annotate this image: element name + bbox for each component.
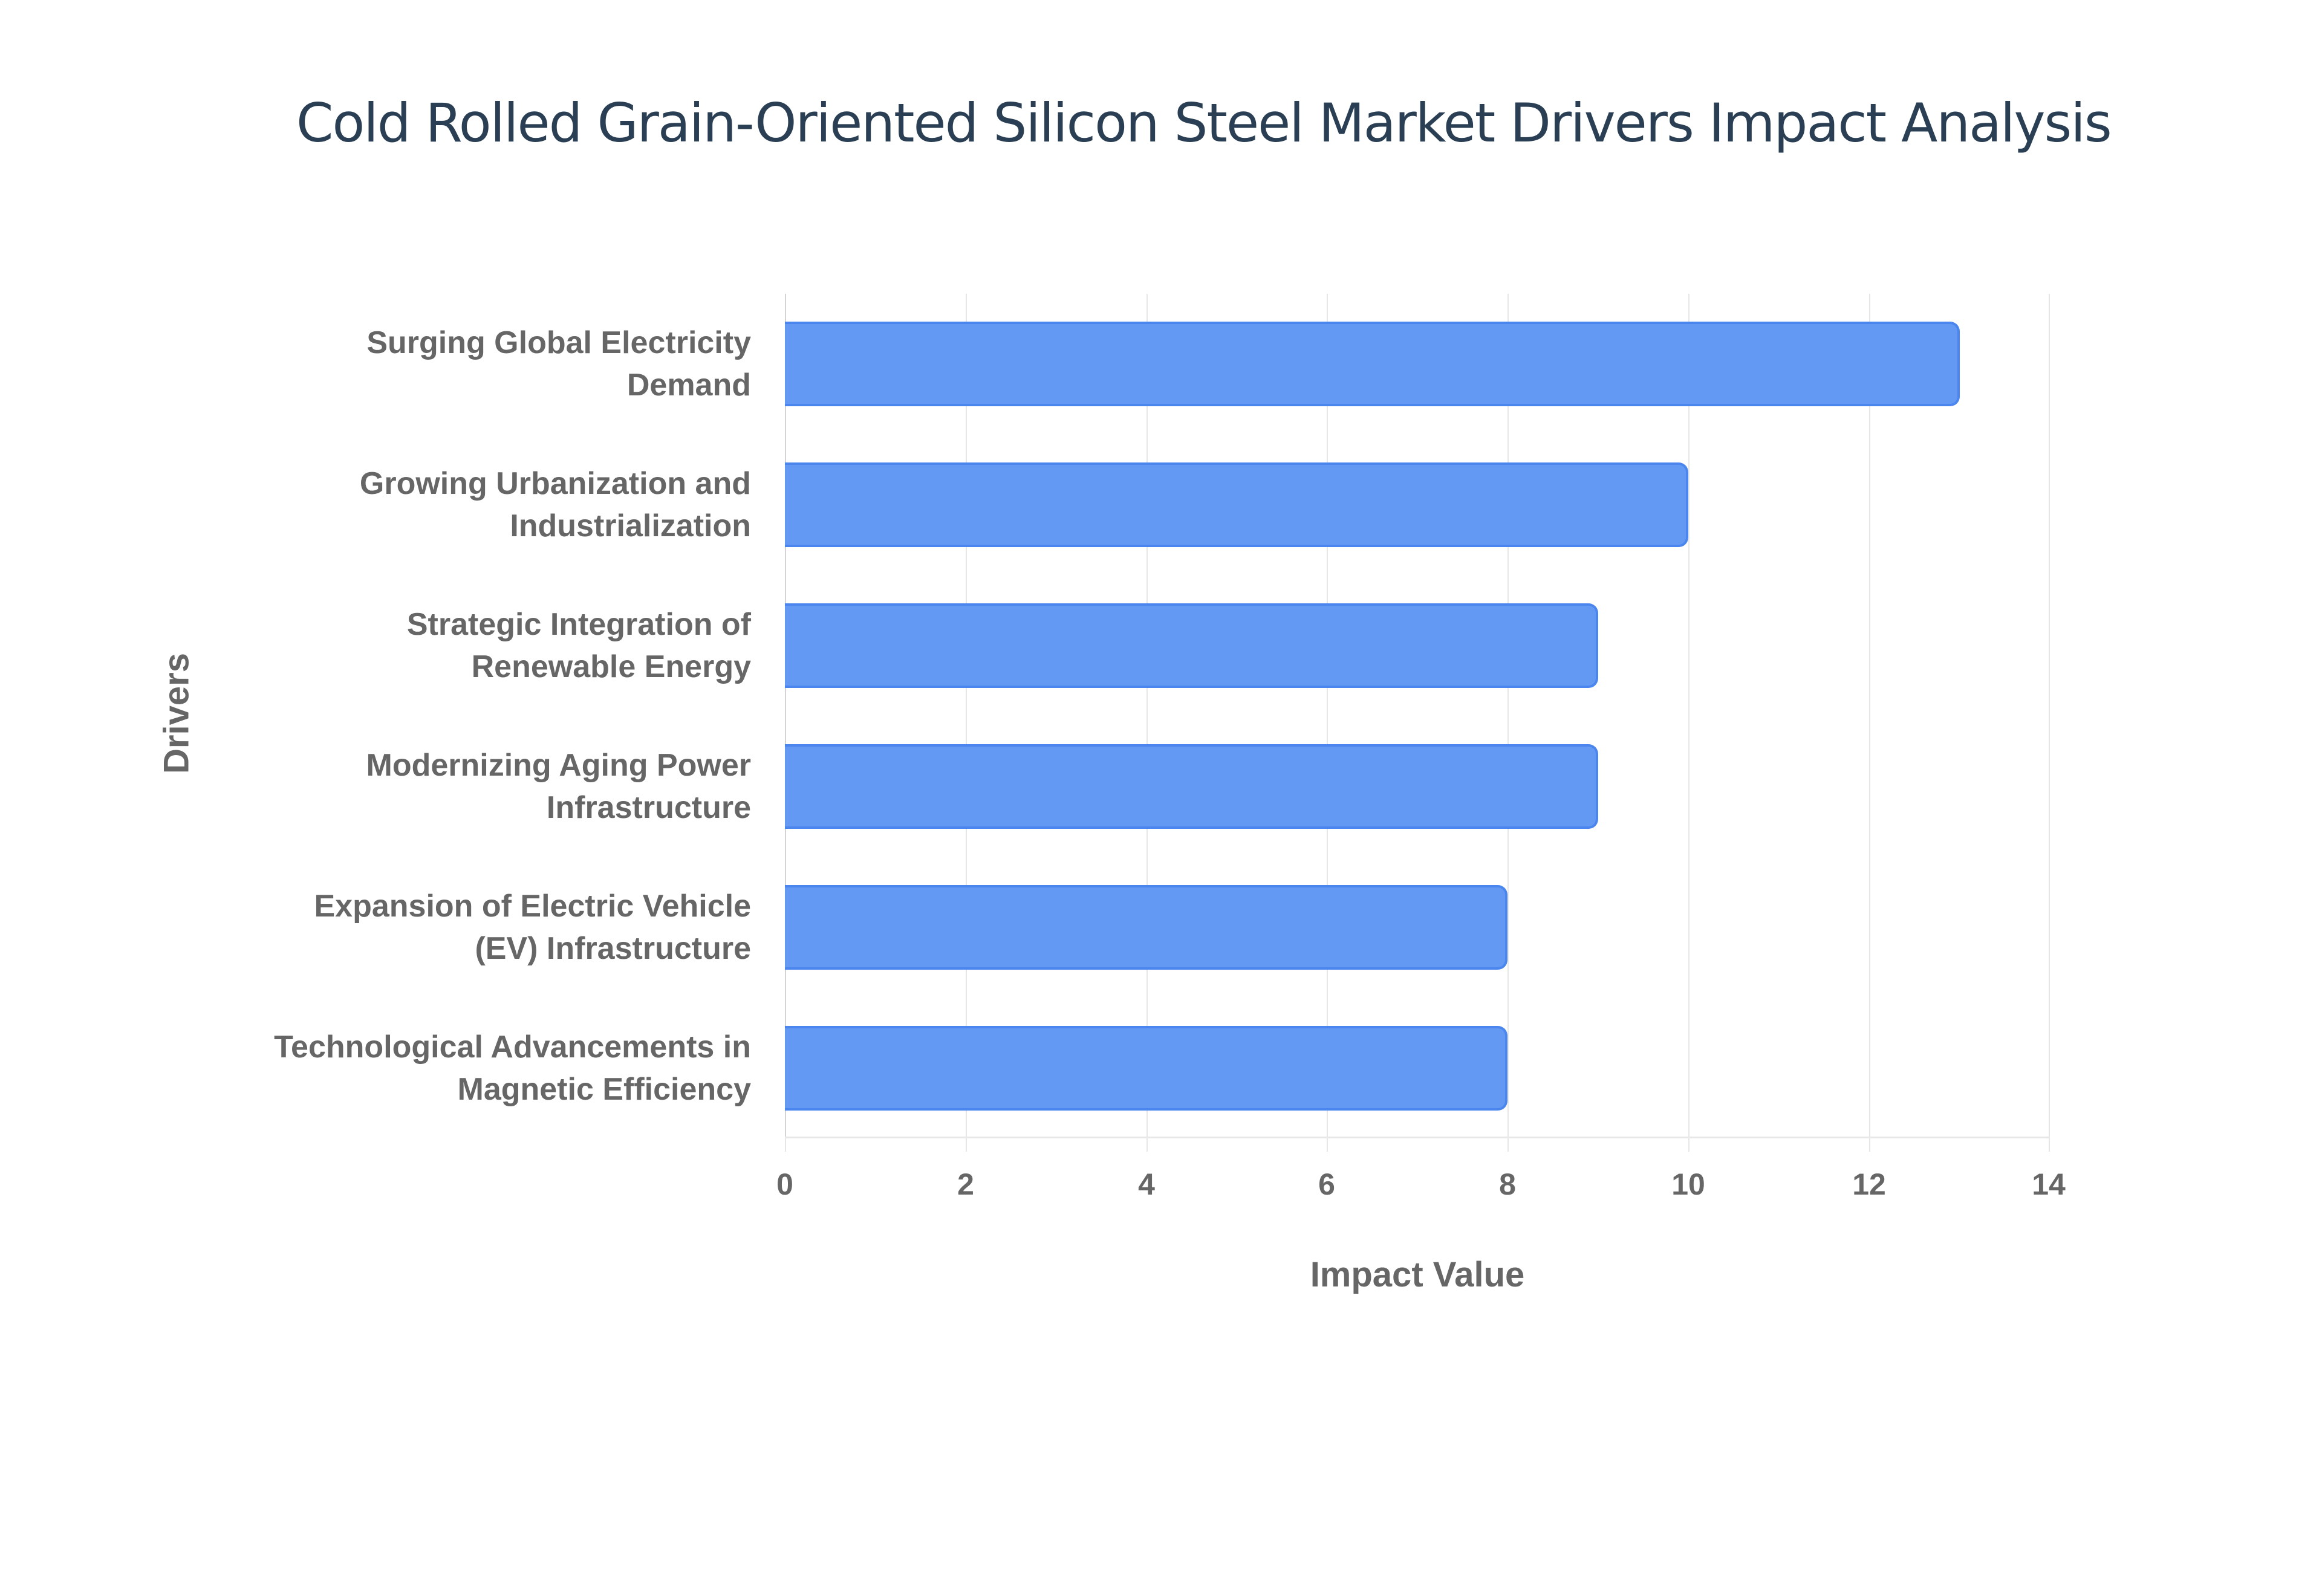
y-tick-label: Surging Global Electricity Demand <box>207 322 751 406</box>
y-tick-label: Technological Advancements in Magnetic E… <box>207 1026 751 1111</box>
gridline-0 <box>785 294 786 1138</box>
y-tick-label: Growing Urbanization and Industrializati… <box>207 462 751 547</box>
y-tick-label-line: (EV) Infrastructure <box>475 931 751 966</box>
x-tick-label: 6 <box>1318 1167 1335 1201</box>
tick-mark <box>1146 1138 1148 1152</box>
x-tick-label: 2 <box>957 1167 974 1201</box>
x-tick-label: 8 <box>1499 1167 1516 1201</box>
tick-mark <box>1327 1138 1328 1152</box>
gridline-12 <box>1869 294 1870 1138</box>
tick-mark <box>1869 1138 1870 1152</box>
y-tick-label-line: Technological Advancements in <box>274 1030 751 1065</box>
bar-modernizing-power-infrastructure[interactable] <box>785 744 1598 829</box>
y-tick-label: Modernizing Aging Power Infrastructure <box>207 744 752 829</box>
plot-area <box>785 294 2050 1152</box>
chart-title: Cold Rolled Grain-Oriented Silicon Steel… <box>296 92 2112 154</box>
y-tick-label-line: Infrastructure <box>546 790 751 825</box>
gridline-6 <box>1327 294 1328 1138</box>
y-tick-label: Expansion of Electric Vehicle (EV) Infra… <box>207 885 752 970</box>
gridline-10 <box>1688 294 1689 1138</box>
x-axis-title: Impact Value <box>1310 1255 1525 1294</box>
tick-mark <box>785 1138 786 1152</box>
bar-surging-global-electricity-demand[interactable] <box>785 322 1960 406</box>
y-tick-label-line: Magnetic Efficiency <box>457 1072 751 1107</box>
y-axis-title: Drivers <box>157 653 197 774</box>
bar-ev-infrastructure[interactable] <box>785 885 1508 970</box>
gridline-8 <box>1507 294 1509 1138</box>
y-tick-label-line: Demand <box>626 368 751 403</box>
bar-magnetic-efficiency[interactable] <box>785 1026 1508 1111</box>
gridline-14 <box>2049 294 2050 1138</box>
y-tick-label-line: Growing Urbanization and <box>359 466 751 501</box>
y-tick-label: Strategic Integration of Renewable Energ… <box>207 603 751 688</box>
tick-mark <box>1688 1138 1689 1152</box>
y-tick-label-line: Industrialization <box>510 508 751 543</box>
y-tick-label-line: Expansion of Electric Vehicle <box>314 889 752 924</box>
x-axis-line <box>785 1137 2050 1138</box>
x-tick-label: 14 <box>2032 1167 2066 1201</box>
x-tick-label: 12 <box>1852 1167 1886 1201</box>
y-tick-label-line: Strategic Integration of <box>406 607 751 642</box>
y-tick-label-line: Surging Global Electricity <box>366 325 751 360</box>
bar-growing-urbanization[interactable] <box>785 462 1689 547</box>
y-tick-label-line: Renewable Energy <box>471 649 751 684</box>
x-tick-label: 10 <box>1671 1167 1705 1201</box>
gridline-4 <box>1146 294 1148 1138</box>
tick-mark <box>1507 1138 1509 1152</box>
x-tick-label: 4 <box>1138 1167 1155 1201</box>
tick-mark <box>966 1138 967 1152</box>
tick-mark <box>2049 1138 2050 1152</box>
bar-renewable-energy-integration[interactable] <box>785 603 1598 688</box>
x-tick-label: 0 <box>776 1167 793 1201</box>
y-tick-label-line: Modernizing Aging Power <box>366 748 752 783</box>
gridline-2 <box>966 294 967 1138</box>
